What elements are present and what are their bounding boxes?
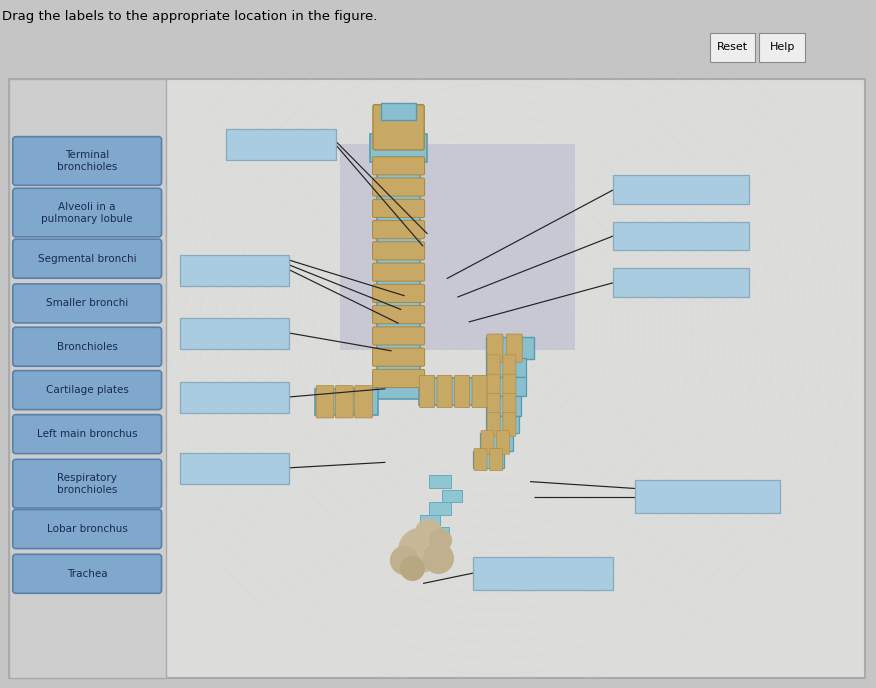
FancyBboxPatch shape bbox=[487, 334, 503, 362]
Bar bbox=[9, 79, 865, 678]
Bar bbox=[473, 451, 504, 468]
FancyBboxPatch shape bbox=[13, 415, 161, 453]
FancyBboxPatch shape bbox=[372, 157, 425, 175]
FancyBboxPatch shape bbox=[13, 327, 161, 366]
FancyBboxPatch shape bbox=[503, 355, 516, 380]
Bar bbox=[180, 453, 289, 484]
FancyBboxPatch shape bbox=[506, 334, 522, 362]
Bar bbox=[486, 377, 526, 396]
FancyBboxPatch shape bbox=[437, 376, 452, 407]
Text: Trachea: Trachea bbox=[67, 569, 108, 579]
Bar bbox=[377, 148, 420, 399]
Circle shape bbox=[429, 529, 451, 551]
Bar bbox=[442, 490, 462, 502]
Bar bbox=[429, 475, 451, 488]
Circle shape bbox=[391, 546, 419, 574]
FancyBboxPatch shape bbox=[372, 305, 425, 324]
Text: Respiratory
bronchioles: Respiratory bronchioles bbox=[57, 473, 117, 495]
Bar bbox=[429, 502, 451, 515]
Circle shape bbox=[400, 557, 425, 581]
Circle shape bbox=[415, 519, 442, 546]
Bar bbox=[419, 378, 493, 405]
FancyBboxPatch shape bbox=[355, 386, 372, 418]
Bar bbox=[759, 33, 805, 62]
Bar bbox=[486, 337, 534, 359]
FancyBboxPatch shape bbox=[474, 449, 487, 471]
FancyBboxPatch shape bbox=[490, 449, 503, 471]
FancyBboxPatch shape bbox=[472, 376, 487, 407]
Text: Lobar bronchus: Lobar bronchus bbox=[46, 524, 128, 534]
FancyBboxPatch shape bbox=[487, 355, 500, 380]
FancyBboxPatch shape bbox=[481, 431, 494, 454]
FancyBboxPatch shape bbox=[372, 348, 425, 366]
FancyBboxPatch shape bbox=[372, 263, 425, 281]
Text: Terminal
bronchioles: Terminal bronchioles bbox=[57, 150, 117, 172]
FancyBboxPatch shape bbox=[13, 284, 161, 323]
Text: Cartilage plates: Cartilage plates bbox=[46, 385, 129, 395]
Text: Smaller bronchi: Smaller bronchi bbox=[46, 299, 128, 308]
FancyBboxPatch shape bbox=[503, 374, 516, 399]
FancyBboxPatch shape bbox=[13, 510, 161, 548]
Bar bbox=[0, 0, 876, 28]
Bar bbox=[420, 515, 440, 526]
FancyBboxPatch shape bbox=[497, 431, 510, 454]
Bar bbox=[613, 268, 749, 297]
Bar bbox=[340, 144, 575, 350]
Bar bbox=[480, 433, 513, 451]
FancyBboxPatch shape bbox=[503, 394, 516, 418]
Bar bbox=[9, 79, 166, 678]
FancyBboxPatch shape bbox=[487, 413, 500, 436]
FancyBboxPatch shape bbox=[372, 241, 425, 260]
FancyBboxPatch shape bbox=[372, 284, 425, 303]
Bar bbox=[180, 255, 289, 286]
FancyBboxPatch shape bbox=[487, 394, 500, 418]
Text: Drag the labels to the appropriate location in the figure.: Drag the labels to the appropriate locat… bbox=[2, 10, 378, 23]
FancyBboxPatch shape bbox=[373, 105, 424, 150]
Bar bbox=[370, 134, 427, 162]
FancyBboxPatch shape bbox=[13, 137, 161, 185]
Bar bbox=[431, 527, 449, 538]
FancyBboxPatch shape bbox=[503, 413, 516, 436]
FancyBboxPatch shape bbox=[316, 386, 334, 418]
Bar bbox=[226, 129, 336, 160]
Bar bbox=[486, 396, 521, 416]
FancyBboxPatch shape bbox=[372, 327, 425, 345]
Circle shape bbox=[423, 544, 454, 573]
FancyBboxPatch shape bbox=[487, 374, 500, 399]
FancyBboxPatch shape bbox=[372, 221, 425, 239]
FancyBboxPatch shape bbox=[13, 460, 161, 508]
Bar bbox=[486, 416, 519, 433]
Text: Alveoli in a
pulmonary lobule: Alveoli in a pulmonary lobule bbox=[41, 202, 133, 224]
Text: Bronchioles: Bronchioles bbox=[57, 342, 117, 352]
FancyBboxPatch shape bbox=[336, 386, 353, 418]
Bar bbox=[613, 175, 749, 204]
Text: Left main bronchus: Left main bronchus bbox=[37, 429, 138, 439]
FancyBboxPatch shape bbox=[13, 189, 161, 237]
Text: Help: Help bbox=[770, 43, 795, 52]
Bar bbox=[315, 389, 378, 415]
FancyBboxPatch shape bbox=[13, 239, 161, 278]
Bar bbox=[613, 222, 749, 250]
FancyBboxPatch shape bbox=[13, 371, 161, 409]
FancyBboxPatch shape bbox=[372, 178, 425, 196]
Bar bbox=[486, 358, 526, 377]
Circle shape bbox=[399, 528, 442, 572]
FancyBboxPatch shape bbox=[372, 369, 425, 387]
Bar bbox=[635, 480, 780, 513]
Bar bbox=[473, 557, 613, 590]
FancyBboxPatch shape bbox=[13, 555, 161, 593]
Text: Reset: Reset bbox=[717, 43, 748, 52]
Bar bbox=[381, 103, 416, 120]
FancyBboxPatch shape bbox=[420, 376, 434, 407]
Bar bbox=[710, 33, 755, 62]
Bar bbox=[180, 318, 289, 349]
Bar bbox=[180, 382, 289, 413]
Text: Segmental bronchi: Segmental bronchi bbox=[38, 254, 137, 264]
FancyBboxPatch shape bbox=[372, 200, 425, 217]
FancyBboxPatch shape bbox=[455, 376, 470, 407]
